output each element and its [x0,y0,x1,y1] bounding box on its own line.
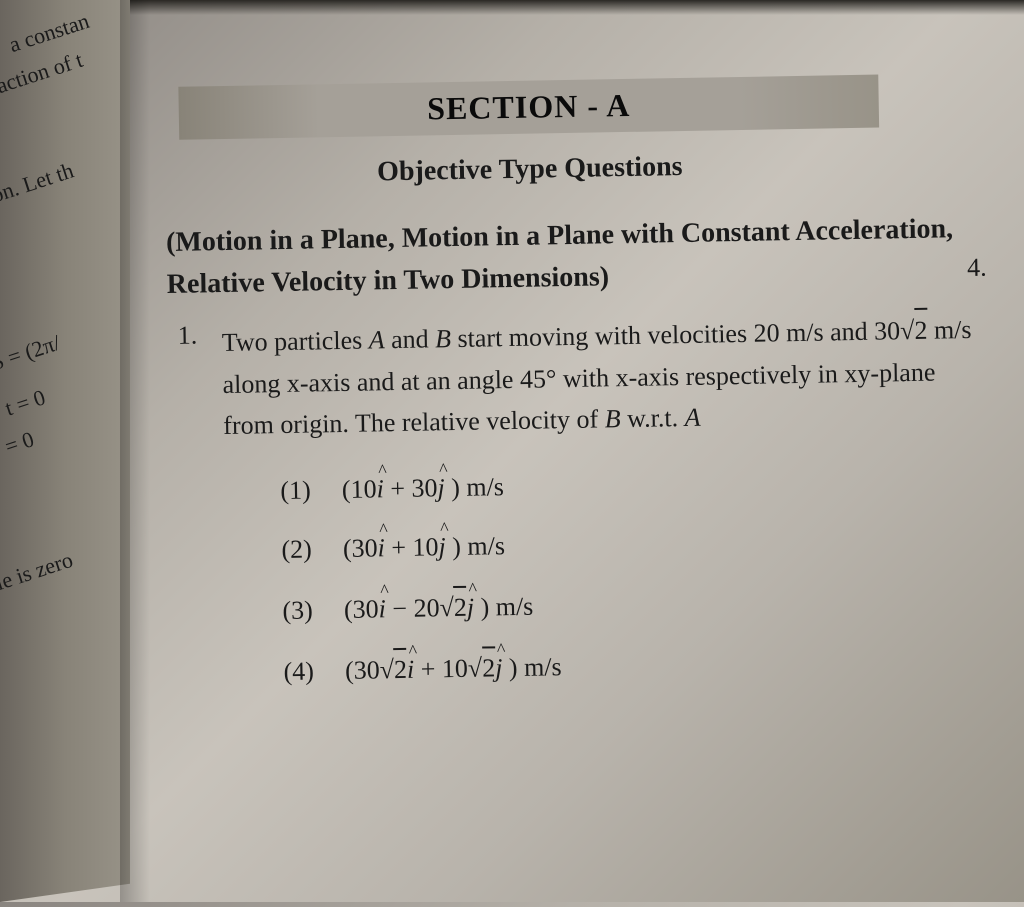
option-2-num: (2) [281,529,337,569]
options-list: (1) (10i + 30j ) m/s (2) (30i + 10j ) m/… [280,458,1004,691]
q-part1: Two particles [222,325,369,357]
sqrt-value: 2 [914,308,928,352]
option-4-mid: + 10 [414,654,468,684]
question-1: 1. Two particles A and B start moving wi… [177,307,1003,693]
option-3-mid: − 20 [386,593,440,623]
option-3-num: (3) [282,590,338,630]
option-2-pre: (30 [343,533,378,563]
sqrt-symbol: √2 [900,308,928,352]
q-part2: and [384,324,435,354]
main-content: SECTION - A Objective Type Questions 4. … [137,23,1002,907]
option-4-pre: (30 [345,655,380,685]
option-3-j: j [466,587,474,626]
option-1-i: i [376,469,384,508]
option-3-i: i [378,589,386,628]
option-4-sqrt2: √2 [468,646,496,687]
option-3-pre: (30 [344,594,379,624]
topic-heading: (Motion in a Plane, Motion in a Plane wi… [166,208,967,306]
q-var-a: A [368,325,384,354]
question-text: Two particles A and B start moving with … [221,307,983,447]
section-subtitle: Objective Type Questions [180,148,880,192]
option-3: (3) (30i − 20√2j ) m/s [282,576,1003,630]
option-1-mid: + 30 [384,473,438,503]
option-2-mid: + 10 [385,532,439,562]
option-4-sqrt1: √2 [379,648,407,689]
option-2-post: ) m/s [445,531,505,561]
q-part3: start moving with velocities 20 m/s and … [451,316,901,353]
option-1-pre: (10 [342,474,377,504]
option-4-j: j [495,648,503,687]
option-1: (1) (10i + 30j ) m/s [280,458,1001,510]
option-2-i: i [377,528,385,567]
option-2: (2) (30i + 10j ) m/s [281,517,1002,569]
section-title: SECTION - A [198,83,859,132]
option-1-j: j [437,468,445,507]
option-4-num: (4) [283,651,339,691]
right-page-number: 4. [967,253,987,283]
q-var-b2: B [604,404,620,433]
option-4: (4) (30√2i + 10√2j ) m/s [283,637,1004,691]
q-var-a2: A [684,403,700,432]
option-3-sqrt: √2 [439,586,467,627]
option-1-num: (1) [280,470,336,510]
question-number: 1. [177,320,218,351]
section-header-bar: SECTION - A [178,75,879,140]
top-shadow [0,0,1024,15]
page-container: a constan action of t on. Let th S = (2π… [0,0,1024,902]
option-3-post: ) m/s [474,591,534,621]
q-part5: w.r.t. [620,403,685,433]
option-2-j: j [438,527,446,566]
option-4-post: ) m/s [502,652,562,682]
option-1-post: ) m/s [444,472,504,502]
option-4-i: i [407,650,415,689]
q-var-b: B [435,324,451,353]
